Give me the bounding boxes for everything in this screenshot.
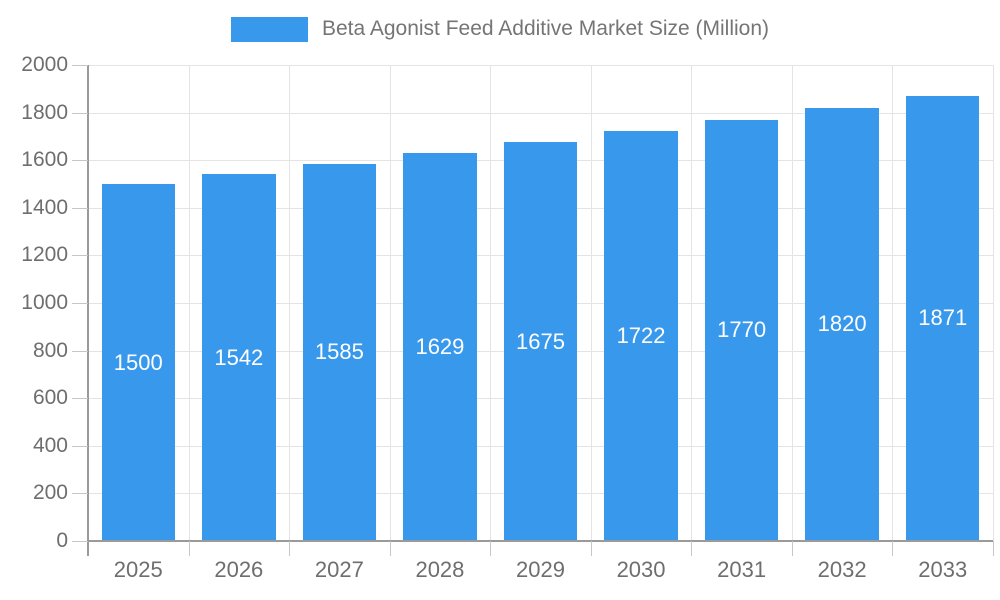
grid-line-vertical — [389, 65, 391, 541]
y-axis-label: 1200 — [21, 243, 68, 267]
y-axis-tick — [72, 303, 88, 304]
x-axis-tick — [188, 541, 190, 556]
y-axis-label: 600 — [32, 386, 68, 410]
x-axis-tick — [590, 541, 592, 556]
y-axis-label: 800 — [32, 338, 68, 362]
bar[interactable]: 1675 — [503, 142, 578, 541]
x-axis-line — [88, 540, 993, 542]
bar[interactable]: 1629 — [403, 153, 477, 541]
bar[interactable]: 1500 — [101, 184, 176, 541]
grid-line-vertical — [691, 65, 693, 541]
grid-line-vertical — [892, 65, 894, 541]
y-axis-label: 1400 — [21, 195, 68, 219]
grid-line-vertical — [188, 65, 190, 541]
bar-value-label: 1675 — [516, 328, 565, 354]
y-axis-label: 400 — [32, 433, 68, 457]
grid-line-vertical — [289, 65, 291, 541]
grid-line-horizontal — [88, 112, 993, 114]
y-axis-label: 0 — [56, 529, 68, 552]
y-axis-line — [87, 65, 89, 556]
grid-line-vertical — [490, 65, 492, 541]
y-axis-tick — [72, 160, 88, 162]
y-axis-tick — [72, 398, 88, 400]
bar[interactable]: 1722 — [604, 131, 678, 541]
plot-area: 1500 1542 1585 1629 1675 1722 1770 1820 1871 — [88, 65, 994, 541]
y-axis-label: 1000 — [21, 291, 68, 314]
y-axis-label: 1800 — [21, 100, 68, 124]
x-axis-label: 2029 — [516, 557, 565, 582]
bar-value-label: 1770 — [717, 317, 767, 343]
grid-line-vertical — [791, 65, 793, 541]
x-axis-tick — [88, 541, 89, 556]
bar[interactable]: 1542 — [202, 174, 276, 541]
y-axis-label: 1600 — [21, 148, 68, 172]
y-axis-tick — [72, 255, 88, 257]
legend-label: Beta Agonist Feed Additive Market Size (… — [321, 17, 770, 40]
bar-value-label: 1500 — [113, 349, 163, 375]
y-axis-tick — [72, 541, 88, 542]
x-axis-label: 2026 — [214, 557, 264, 582]
bar-value-label: 1585 — [314, 339, 364, 365]
x-axis-tick — [289, 541, 291, 556]
x-axis-label: 2025 — [113, 557, 163, 582]
x-axis-label: 2032 — [817, 557, 867, 582]
x-axis-label: 2030 — [616, 557, 666, 582]
x-axis-label: 2028 — [415, 557, 465, 582]
y-axis-tick — [72, 112, 88, 114]
bar-value-label: 1722 — [616, 323, 666, 349]
legend-swatch-icon — [230, 16, 308, 42]
bar-value-label: 1820 — [817, 311, 867, 337]
bar-value-label: 1629 — [415, 334, 465, 360]
x-axis-tick — [691, 541, 693, 556]
bar[interactable]: 1871 — [905, 95, 980, 541]
x-axis-tick — [993, 541, 994, 556]
y-axis-tick — [72, 350, 88, 352]
y-axis-label: 200 — [32, 481, 68, 505]
x-axis-label: 2031 — [717, 557, 767, 582]
bar[interactable]: 1820 — [805, 107, 879, 541]
y-axis-tick — [72, 445, 88, 447]
y-axis-tick — [72, 65, 88, 66]
x-axis-tick — [791, 541, 793, 556]
grid-line-vertical — [590, 65, 592, 541]
y-axis-tick — [72, 493, 88, 495]
grid-line-horizontal — [88, 65, 993, 66]
y-axis-label: 2000 — [21, 53, 68, 76]
x-axis-tick — [389, 541, 391, 556]
x-axis-label: 2033 — [918, 557, 968, 582]
x-axis-label: 2027 — [314, 557, 364, 582]
bar-value-label: 1542 — [214, 344, 264, 370]
bar[interactable]: 1585 — [302, 163, 377, 541]
x-axis-tick — [892, 541, 894, 556]
legend[interactable]: Beta Agonist Feed Additive Market Size (… — [0, 14, 1000, 44]
x-axis-tick — [490, 541, 492, 556]
bar-value-label: 1871 — [918, 305, 968, 331]
grid-line-vertical — [993, 65, 994, 541]
bar[interactable]: 1770 — [704, 119, 779, 541]
y-axis-tick — [72, 207, 88, 209]
